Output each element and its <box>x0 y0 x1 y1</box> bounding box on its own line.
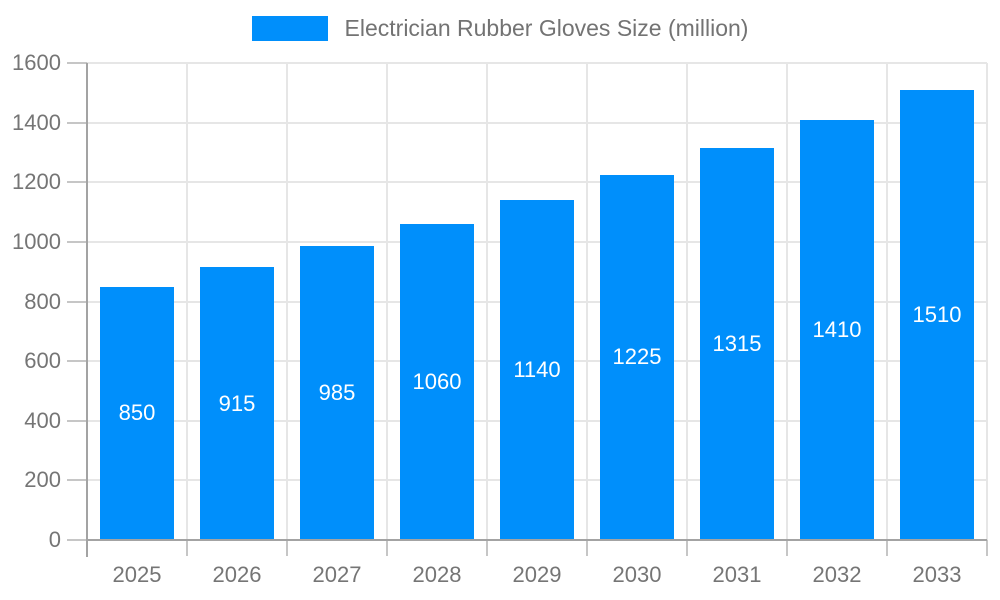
y-axis-tick <box>67 539 87 541</box>
x-axis-category-label: 2031 <box>712 562 762 587</box>
y-axis-tick-label: 200 <box>24 467 61 493</box>
vertical-gridline <box>685 63 688 540</box>
x-axis-tick <box>385 540 388 556</box>
x-axis-category-label: 2028 <box>412 562 462 587</box>
x-axis-tick <box>486 540 488 556</box>
bar-value-label: 915 <box>218 390 256 416</box>
bar[interactable]: 1225 <box>599 174 675 540</box>
y-axis-tick <box>67 240 87 243</box>
bar[interactable]: 1410 <box>799 119 875 540</box>
bar-value-label: 1060 <box>412 369 462 394</box>
bar[interactable]: 985 <box>299 246 375 540</box>
vertical-gridline <box>986 63 988 540</box>
vertical-gridline <box>286 63 288 540</box>
chart-legend[interactable]: Electrician Rubber Gloves Size (million) <box>0 15 1000 42</box>
bar[interactable]: 1060 <box>399 224 475 540</box>
vertical-gridline <box>586 63 588 540</box>
bar-value-label: 1225 <box>612 344 662 370</box>
bar[interactable]: 1510 <box>899 89 975 540</box>
x-axis-tick <box>186 540 188 556</box>
y-axis-tick-label: 1600 <box>12 50 61 75</box>
x-axis-category-label: 2032 <box>812 562 862 587</box>
x-axis-tick <box>886 540 888 556</box>
horizontal-gridline <box>87 62 987 64</box>
y-axis-tick-label: 1400 <box>12 109 61 135</box>
y-axis-tick-label: 800 <box>24 288 61 314</box>
bar[interactable]: 915 <box>199 267 275 540</box>
y-axis-tick-label: 0 <box>48 527 61 552</box>
x-axis-tick <box>286 540 288 556</box>
horizontal-gridline <box>87 181 987 184</box>
y-axis-tick <box>67 121 87 124</box>
bar-value-label: 1140 <box>513 357 561 383</box>
legend-swatch <box>251 16 328 42</box>
bar-value-label: 1315 <box>712 330 762 356</box>
y-axis-tick <box>67 181 87 184</box>
vertical-gridline <box>786 63 788 540</box>
vertical-gridline <box>385 63 388 540</box>
y-axis-tick <box>67 360 87 363</box>
bar[interactable]: 850 <box>99 286 175 540</box>
x-axis-category-label: 2026 <box>212 562 262 587</box>
bar-value-label: 850 <box>118 400 156 426</box>
y-axis-tick-label: 1200 <box>12 169 61 195</box>
y-axis-tick-label: 1000 <box>12 228 61 254</box>
horizontal-gridline <box>87 121 987 124</box>
bar[interactable]: 1140 <box>499 200 575 540</box>
vertical-gridline <box>886 63 888 540</box>
y-axis-tick <box>67 300 87 303</box>
bar-value-label: 1510 <box>912 301 962 327</box>
x-axis-category-label: 2030 <box>612 562 662 587</box>
y-axis-tick <box>67 479 87 482</box>
legend-label: Electrician Rubber Gloves Size (million) <box>344 15 749 41</box>
x-axis-tick <box>786 540 788 556</box>
x-axis-tick <box>986 540 988 556</box>
y-axis-tick <box>67 62 87 64</box>
x-axis-tick <box>685 540 688 556</box>
x-axis-category-label: 2029 <box>512 562 562 587</box>
x-axis-category-label: 2025 <box>112 562 162 587</box>
x-axis-category-label: 2033 <box>912 562 962 587</box>
y-axis-tick-label: 600 <box>24 348 61 374</box>
y-axis-tick <box>67 419 87 422</box>
vertical-gridline <box>486 63 488 540</box>
bar-value-label: 1410 <box>812 316 862 342</box>
x-axis-line <box>87 539 987 541</box>
x-axis-category-label: 2027 <box>312 562 362 587</box>
vertical-gridline <box>186 63 188 540</box>
plot-area: 0 200 400 600 800 1000 1200 1400 1600 850 2025 915 2… <box>12 50 988 587</box>
bar[interactable]: 1315 <box>699 147 775 540</box>
y-axis-line <box>86 63 88 557</box>
y-axis-tick-label: 400 <box>24 407 61 433</box>
bar-value-label: 985 <box>318 380 356 406</box>
x-axis-tick <box>586 540 588 556</box>
